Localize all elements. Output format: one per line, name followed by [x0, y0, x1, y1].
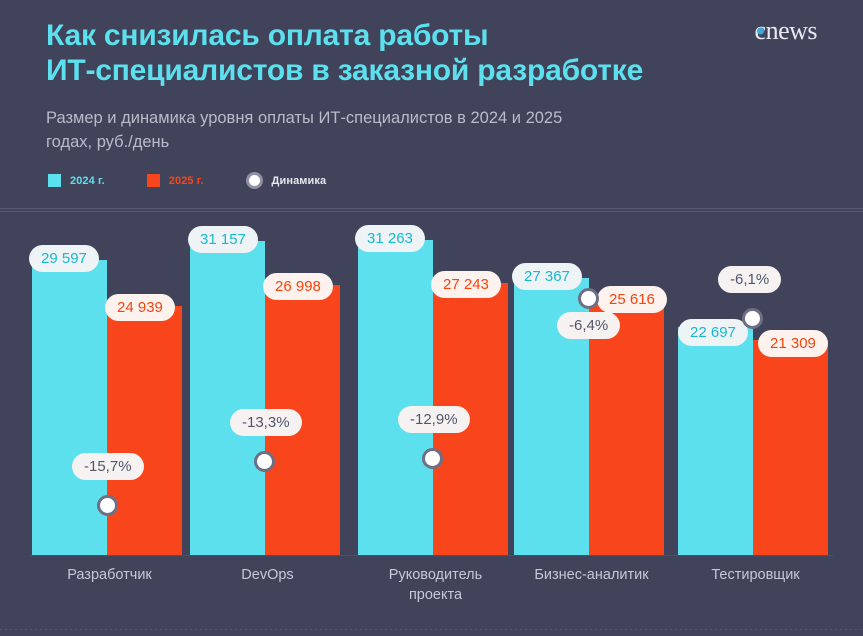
- category-line-1: Разработчик: [67, 567, 152, 583]
- value-label-2024: 27 367: [512, 263, 582, 290]
- header-divider: [0, 208, 863, 213]
- value-label-2025: 25 616: [597, 286, 667, 313]
- dynamic-marker-icon: [742, 308, 763, 329]
- category-label-testirovshchik: Тестировщик: [678, 565, 833, 585]
- logo-c-letter: c: [755, 18, 767, 44]
- page-title: Как снизилась оплата работы ИТ-специалис…: [46, 10, 706, 88]
- bar-2024[interactable]: [190, 241, 265, 555]
- dynamic-label: -12,9%: [398, 406, 470, 433]
- category-line-1: DevOps: [241, 567, 294, 583]
- bar-group-rukovoditel-proekta: 31 263 27 243 -12,9%: [355, 213, 513, 555]
- bar-2024[interactable]: [32, 260, 107, 555]
- footer-divider: [0, 629, 863, 633]
- dynamic-label: -6,1%: [718, 266, 782, 293]
- cnews-logo[interactable]: c news: [755, 16, 818, 45]
- dynamic-label: -6,4%: [557, 312, 621, 339]
- category-label-devops: DevOps: [190, 565, 345, 585]
- bar-2024[interactable]: [358, 240, 433, 555]
- value-label-2025: 26 998: [263, 273, 333, 300]
- category-label-razrabotchik: Разработчик: [32, 565, 187, 585]
- legend-label-dynamics: Динамика: [271, 174, 327, 187]
- value-label-2025: 24 939: [105, 294, 175, 321]
- dynamic-marker-icon: [578, 288, 599, 309]
- category-line-1: Руководитель: [388, 567, 483, 583]
- chart-plot-area: 29 597 24 939 -15,7% Разработчик 31 157 …: [0, 213, 863, 603]
- bar-2025[interactable]: [107, 306, 182, 555]
- category-line-1: Тестировщик: [711, 567, 800, 583]
- value-label-2025: 27 243: [431, 271, 501, 298]
- bar-group-testirovshchik: 22 697 21 309 -6,1%: [678, 213, 833, 555]
- subtitle-line-1: Размер и динамика уровня оплаты ИТ-специ…: [46, 109, 563, 127]
- logo-news-text: news: [765, 16, 818, 45]
- logo-dot-icon: [757, 27, 765, 35]
- bar-2025[interactable]: [589, 297, 664, 555]
- dynamic-marker-icon: [422, 448, 443, 469]
- value-label-2024: 29 597: [29, 245, 99, 272]
- dynamic-label: -15,7%: [72, 453, 144, 480]
- value-label-2024: 31 157: [188, 226, 258, 253]
- bar-group-biznes-analitik: 27 367 25 616 -6,4%: [512, 213, 669, 555]
- bar-group-razrabotchik: 29 597 24 939 -15,7%: [29, 213, 187, 555]
- dynamic-label: -13,3%: [230, 409, 302, 436]
- page-subtitle: Размер и динамика уровня оплаты ИТ-специ…: [46, 88, 686, 154]
- category-line-1: Бизнес-аналитик: [534, 567, 649, 583]
- chart-baseline: [30, 555, 833, 556]
- category-line-2: проекта: [408, 587, 463, 603]
- legend-swatch-icon-2024: [48, 174, 61, 187]
- legend-item-dynamics[interactable]: Динамика: [245, 172, 327, 189]
- value-label-2025: 21 309: [758, 330, 828, 357]
- value-label-2024: 31 263: [355, 225, 425, 252]
- value-label-2024: 22 697: [678, 319, 748, 346]
- bar-group-devops: 31 157 26 998 -13,3%: [188, 213, 345, 555]
- legend-label-2024: 2024 г.: [70, 174, 105, 187]
- category-label-biznes-analitik: Бизнес-аналитик: [514, 565, 669, 585]
- title-line-1: Как снизилась оплата работы: [46, 19, 489, 52]
- legend-item-2024[interactable]: 2024 г.: [48, 174, 105, 187]
- title-line-2: ИТ-специалистов в заказной разработке: [46, 54, 644, 87]
- bar-chart: 29 597 24 939 -15,7% Разработчик 31 157 …: [0, 213, 863, 636]
- bar-2024[interactable]: [678, 327, 753, 555]
- bar-2025[interactable]: [753, 340, 828, 555]
- dynamic-marker-icon: [97, 495, 118, 516]
- chart-legend: 2024 г. 2025 г. Динамика: [48, 172, 326, 189]
- legend-label-2025: 2025 г.: [168, 174, 204, 187]
- legend-item-2025[interactable]: 2025 г.: [146, 174, 204, 187]
- header: Как снизилась оплата работы ИТ-специалис…: [0, 0, 863, 210]
- dynamic-marker-icon: [254, 451, 275, 472]
- subtitle-line-2: годах, руб./день: [46, 133, 170, 151]
- legend-swatch-icon-2025: [146, 174, 160, 187]
- category-label-rukovoditel-proekta: Руководитель проекта: [358, 565, 513, 605]
- legend-circle-marker-icon: [245, 172, 263, 189]
